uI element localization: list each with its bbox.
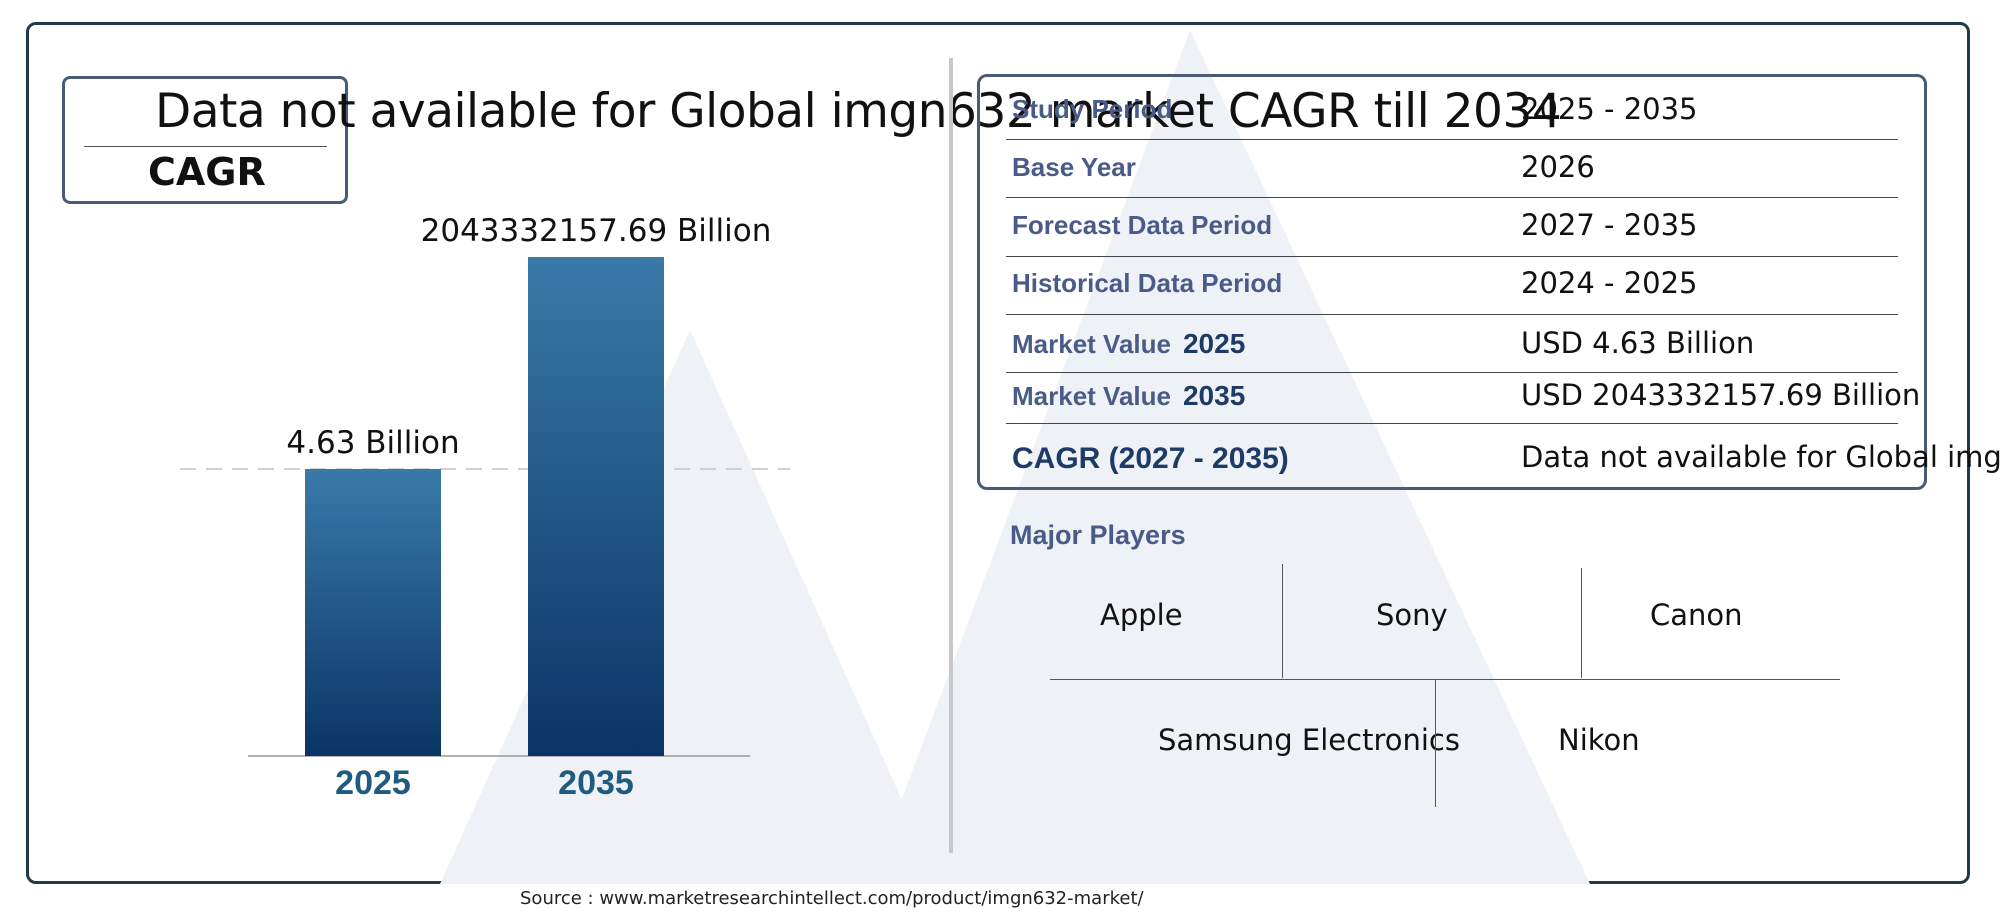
source-text: Source : www.marketresearchintellect.com… xyxy=(520,888,1144,909)
table-row-label-text: Study Period xyxy=(1012,94,1173,124)
table-row-value: 2027 - 2035 xyxy=(1521,208,1698,242)
table-row-year: 2035 xyxy=(1182,380,1246,411)
data-label-2035: 2043332157.69 Billion xyxy=(421,213,772,249)
table-row-label-text: Forecast Data Period xyxy=(1012,210,1273,240)
player-item: Samsung Electronics xyxy=(1158,723,1460,757)
table-row-value: USD 4.63 Billion xyxy=(1521,326,1755,360)
table-row-value: 2026 xyxy=(1521,150,1595,184)
table-row-label: Historical Data Period xyxy=(1012,268,1282,299)
cagr-label: CAGR xyxy=(148,150,266,194)
table-row-divider xyxy=(1006,423,1898,424)
player-item: Apple xyxy=(1100,598,1183,632)
table-row-divider xyxy=(1006,197,1898,198)
table-row-label-text: CAGR (2027 - 2035) xyxy=(1012,442,1289,475)
table-row-label: Market Value 2035 xyxy=(1012,380,1245,412)
panel-divider xyxy=(949,58,953,853)
table-row-value: 2025 - 2035 xyxy=(1521,92,1698,126)
player-item: Nikon xyxy=(1558,723,1640,757)
table-row-divider xyxy=(1006,256,1898,257)
table-row-label: Market Value 2025 xyxy=(1012,328,1245,360)
table-row-divider xyxy=(1006,139,1898,140)
table-row-divider xyxy=(1006,372,1898,373)
cagr-box-divider xyxy=(84,146,327,147)
table-row-label: Forecast Data Period xyxy=(1012,210,1272,241)
major-players-title: Major Players xyxy=(1010,520,1186,550)
table-row-divider xyxy=(1006,314,1898,315)
table-row-label: CAGR (2027 - 2035) xyxy=(1012,442,1289,476)
table-row-year: 2025 xyxy=(1182,328,1246,359)
table-row-value: Data not available for Global imgn632 xyxy=(1521,440,2000,474)
bar-2025 xyxy=(305,469,441,756)
x-tick-2025: 2025 xyxy=(335,764,411,802)
table-row-label-text: Market Value xyxy=(1012,381,1171,411)
table-row-label: Base Year xyxy=(1012,152,1136,183)
players-divider-3 xyxy=(1435,680,1436,807)
info-table-box xyxy=(977,74,1927,490)
player-item: Sony xyxy=(1376,598,1448,632)
player-item: Canon xyxy=(1650,598,1743,632)
bar-2035 xyxy=(528,257,664,756)
headline: Data not available for Global imgn632 ma… xyxy=(155,84,1562,139)
table-row-value: 2024 - 2025 xyxy=(1521,266,1698,300)
table-row-label-text: Historical Data Period xyxy=(1012,268,1283,298)
cagr-box xyxy=(62,76,348,204)
table-row-label-text: Market Value xyxy=(1012,329,1171,359)
table-row-label: Study Period xyxy=(1012,94,1172,125)
data-label-2025: 4.63 Billion xyxy=(286,425,459,461)
table-row-label-text: Base Year xyxy=(1012,152,1136,182)
table-row-value: USD 2043332157.69 Billion xyxy=(1521,378,1921,412)
x-tick-2035: 2035 xyxy=(558,764,634,802)
players-divider-2 xyxy=(1581,568,1582,678)
players-divider-1 xyxy=(1282,564,1283,678)
players-row-divider xyxy=(1050,679,1840,680)
bar-chart: 4.63 Billion 2025 2043332157.69 Billion 203… xyxy=(180,213,790,802)
